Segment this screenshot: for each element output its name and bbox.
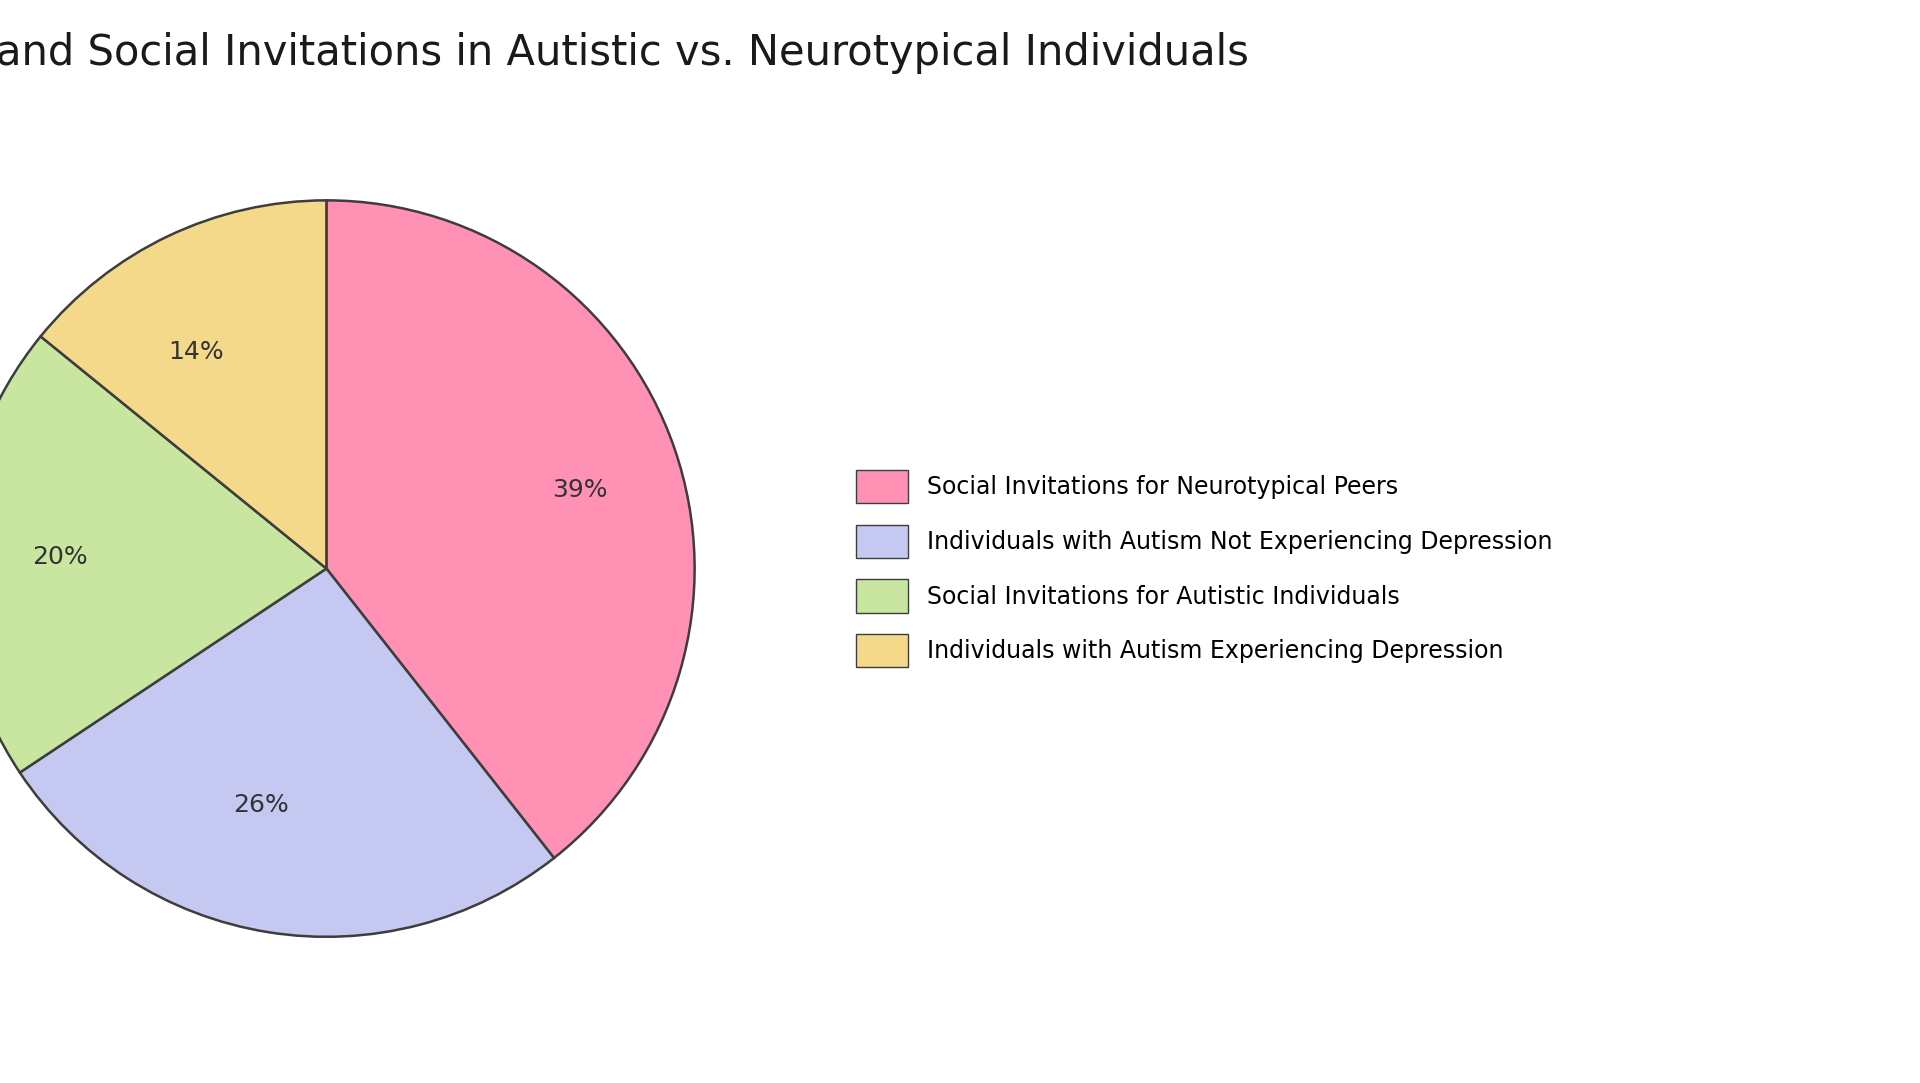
Text: 20%: 20%	[33, 545, 86, 570]
Text: 39%: 39%	[553, 479, 609, 503]
Wedge shape	[0, 337, 326, 772]
Wedge shape	[19, 569, 555, 937]
Text: Depression and Social Invitations in Autistic vs. Neurotypical Individuals: Depression and Social Invitations in Aut…	[0, 32, 1250, 75]
Legend: Social Invitations for Neurotypical Peers, Individuals with Autism Not Experienc: Social Invitations for Neurotypical Peer…	[845, 458, 1565, 679]
Text: 26%: 26%	[232, 793, 288, 817]
Text: 14%: 14%	[167, 340, 223, 365]
Wedge shape	[40, 200, 326, 569]
Wedge shape	[326, 200, 695, 858]
